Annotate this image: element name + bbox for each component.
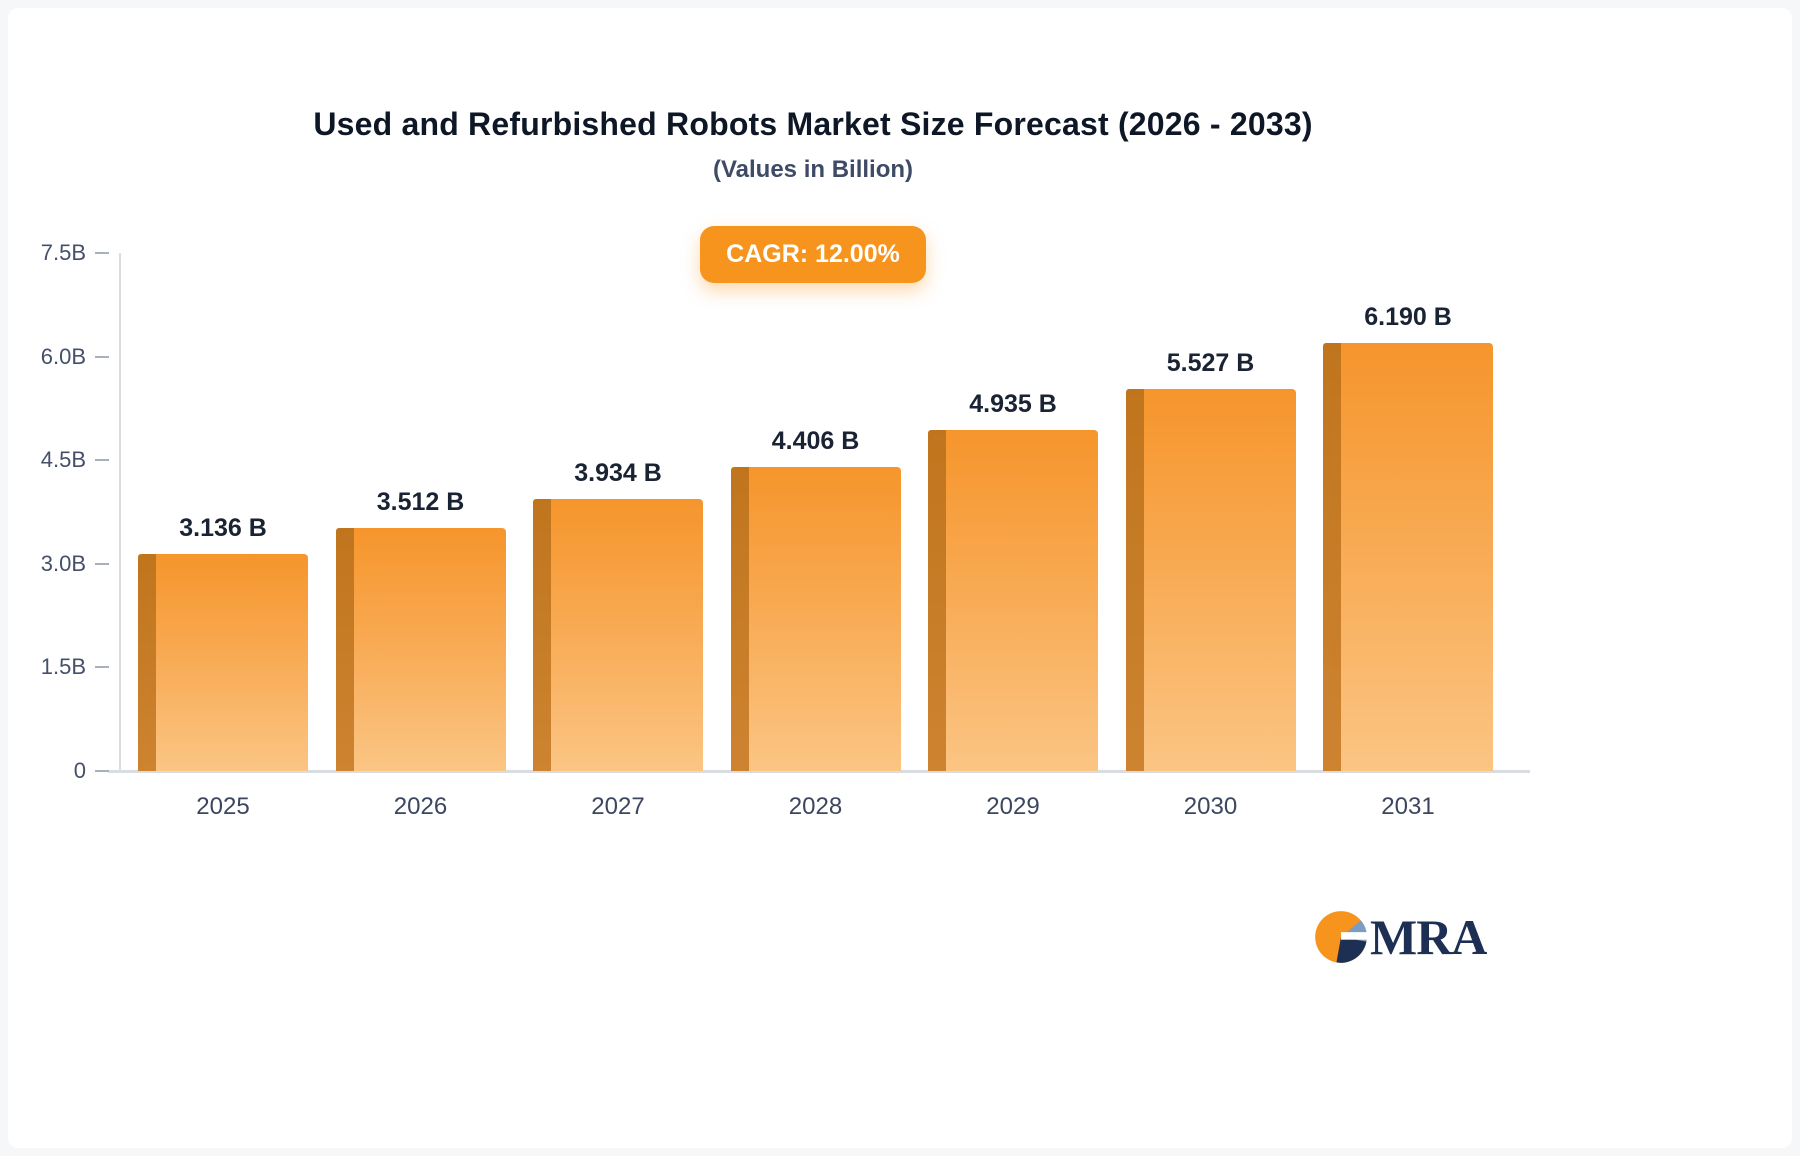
y-axis-tick: 3.0B [8, 550, 110, 576]
mra-logo-text: MRA [1370, 909, 1487, 965]
cagr-badge-wrap: CAGR: 12.00% [8, 226, 1618, 283]
y-axis-tick: 0 [8, 759, 110, 783]
y-axis-tick-label: 6.0B [40, 343, 86, 369]
y-axis-tick-mark [95, 252, 109, 254]
y-axis-tick: 6.0B [8, 343, 110, 369]
x-axis-label: 2028 [788, 793, 843, 820]
y-axis-tick-mark [95, 666, 109, 669]
bar-value-label: 6.190 B [1364, 303, 1452, 332]
x-axis-label: 2026 [393, 793, 448, 820]
bar-front-face [156, 554, 308, 771]
bar-side-face [335, 528, 354, 771]
bar: 3.512 B [335, 488, 506, 771]
bar: 6.190 B [1323, 303, 1493, 771]
bar-value-label: 5.527 B [1166, 349, 1255, 378]
bar-side-face [1125, 389, 1144, 771]
chart-subtitle: (Values in Billion) [712, 156, 914, 183]
y-axis-tick-mark [95, 459, 109, 462]
bar-value-label: 4.935 B [969, 390, 1057, 419]
bar-side-face [1323, 343, 1341, 771]
y-axis-tick-label: 7.5B [40, 240, 86, 265]
x-axis-line [108, 770, 1530, 773]
chart-title: Used and Refurbished Robots Market Size … [313, 106, 1313, 142]
x-axis-label: 2029 [986, 793, 1040, 820]
bar-front-face [353, 528, 506, 771]
y-axis-tick-label: 4.5B [40, 447, 86, 473]
bar-front-face [946, 430, 1098, 771]
y-axis-tick: 7.5B [8, 241, 110, 265]
y-axis-tick-mark [95, 770, 109, 772]
bar-front-face [748, 466, 901, 771]
mra-logo: MRA [1313, 906, 1487, 968]
bar-side-face [533, 499, 551, 771]
y-axis-tick-mark [95, 355, 109, 358]
x-axis-label: 2031 [1381, 793, 1435, 820]
y-axis-tick-label: 3.0B [40, 550, 86, 576]
bar-front-face [1143, 389, 1296, 771]
x-axis-label: 2027 [591, 793, 645, 820]
cagr-badge: CAGR: 12.00% [700, 226, 926, 283]
bar-side-face [730, 466, 749, 771]
chart-card: Used and Refurbished Robots Market Size … [8, 8, 1792, 1148]
bar-front-face [551, 499, 703, 771]
x-axis-label: 2025 [196, 793, 250, 820]
y-axis-tick-mark [95, 562, 109, 565]
mra-logo-icon [1315, 911, 1369, 963]
bar: 4.935 B [928, 390, 1098, 771]
x-axis-label: 2030 [1183, 793, 1238, 820]
bar: 3.136 B [138, 514, 308, 771]
bar: 5.527 B [1125, 349, 1296, 771]
y-axis-tick: 4.5B [8, 448, 110, 472]
bar: 3.934 B [533, 459, 703, 771]
bar-value-label: 3.136 B [179, 514, 267, 543]
bar-front-face [1341, 343, 1493, 771]
y-axis-tick: 1.5B [8, 655, 110, 679]
bar-value-label: 4.406 B [771, 426, 860, 455]
plot-area: 3.136 B 3.512 B 3.934 B 4.406 B 4.935 B 5.527… [120, 253, 1528, 771]
bar-side-face [138, 554, 156, 771]
y-axis-tick-label: 1.5B [40, 654, 86, 680]
bar-value-label: 3.512 B [376, 488, 465, 517]
bar-side-face [928, 430, 946, 771]
y-axis-tick-label: 0 [73, 758, 86, 783]
bar-value-label: 3.934 B [574, 459, 662, 488]
y-axis-line [119, 253, 121, 771]
bar: 4.406 B [730, 427, 901, 771]
